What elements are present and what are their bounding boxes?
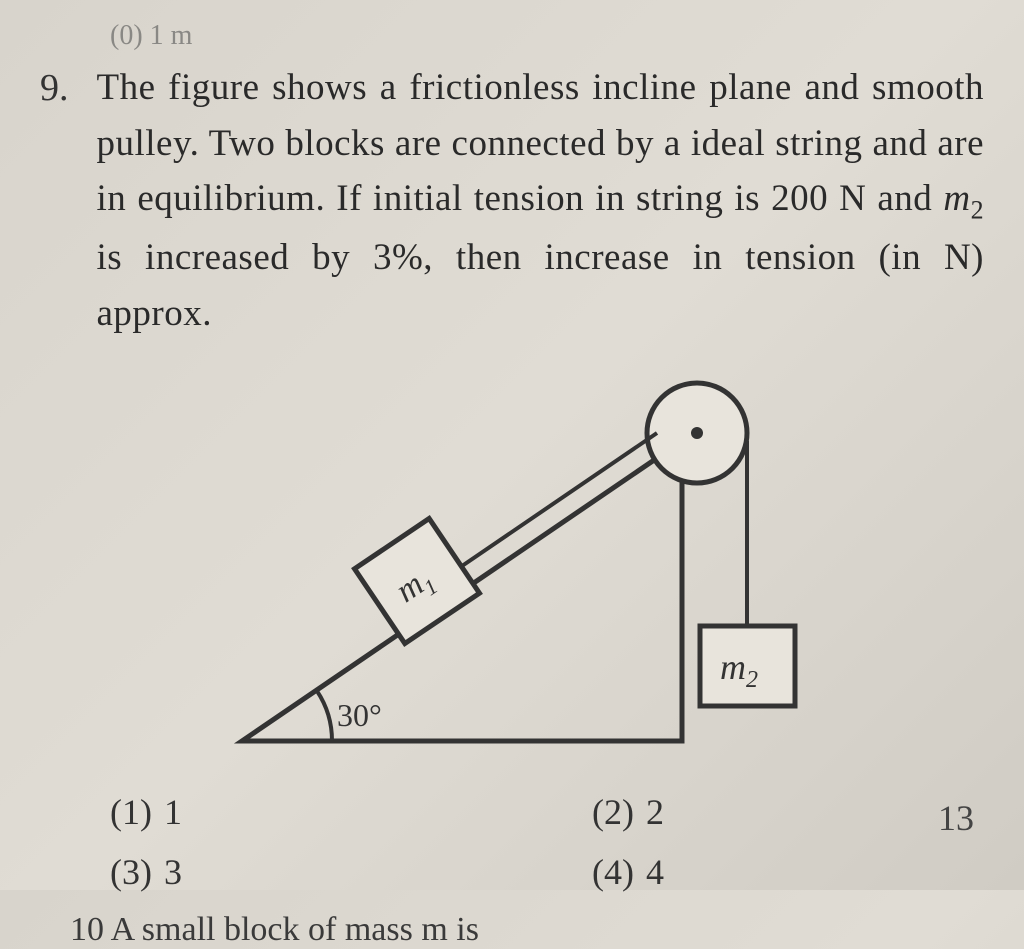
question-line4a: in string is 200 N and (595, 178, 943, 219)
option-1-val: 1 (164, 791, 182, 833)
top-partial-text: (0) 1 m (110, 20, 984, 52)
option-3-num: (3) (110, 851, 152, 893)
question-text: The figure shows a frictionless incline … (97, 60, 985, 341)
diagram-svg: 30° m1 m2 (202, 371, 822, 771)
question-m-sub: 2 (971, 195, 984, 224)
option-1: (1) 1 (110, 791, 502, 833)
option-2: (2) 2 (592, 791, 984, 833)
question-line1: The figure shows a frictionless incline … (97, 67, 860, 108)
angle-label: 30° (337, 697, 382, 733)
question-row: 9. The figure shows a frictionless incli… (40, 60, 984, 341)
option-4: (4) 4 (592, 851, 984, 893)
option-2-num: (2) (592, 791, 634, 833)
option-4-num: (4) (592, 851, 634, 893)
string-incline (462, 433, 657, 566)
bottom-partial-text: 10 A small block of mass m is (70, 911, 984, 949)
options-grid: (1) 1 (2) 2 (3) 3 (4) 4 (110, 791, 984, 893)
block-m2-rect (700, 626, 795, 706)
option-4-val: 4 (646, 851, 664, 893)
pulley-center (691, 427, 703, 439)
question-number: 9. (40, 66, 69, 110)
option-3-val: 3 (164, 851, 182, 893)
angle-arc (317, 691, 332, 741)
question-m: m (943, 178, 970, 219)
page-content: (0) 1 m 9. The figure shows a frictionle… (40, 20, 984, 949)
side-page-number: 13 (938, 797, 974, 839)
option-2-val: 2 (646, 791, 664, 833)
physics-diagram: 30° m1 m2 (202, 371, 822, 771)
question-line4b: is increased by 3%, then (97, 237, 522, 278)
block-m1-group: m1 (355, 519, 480, 644)
option-3: (3) 3 (110, 851, 502, 893)
option-1-num: (1) (110, 791, 152, 833)
